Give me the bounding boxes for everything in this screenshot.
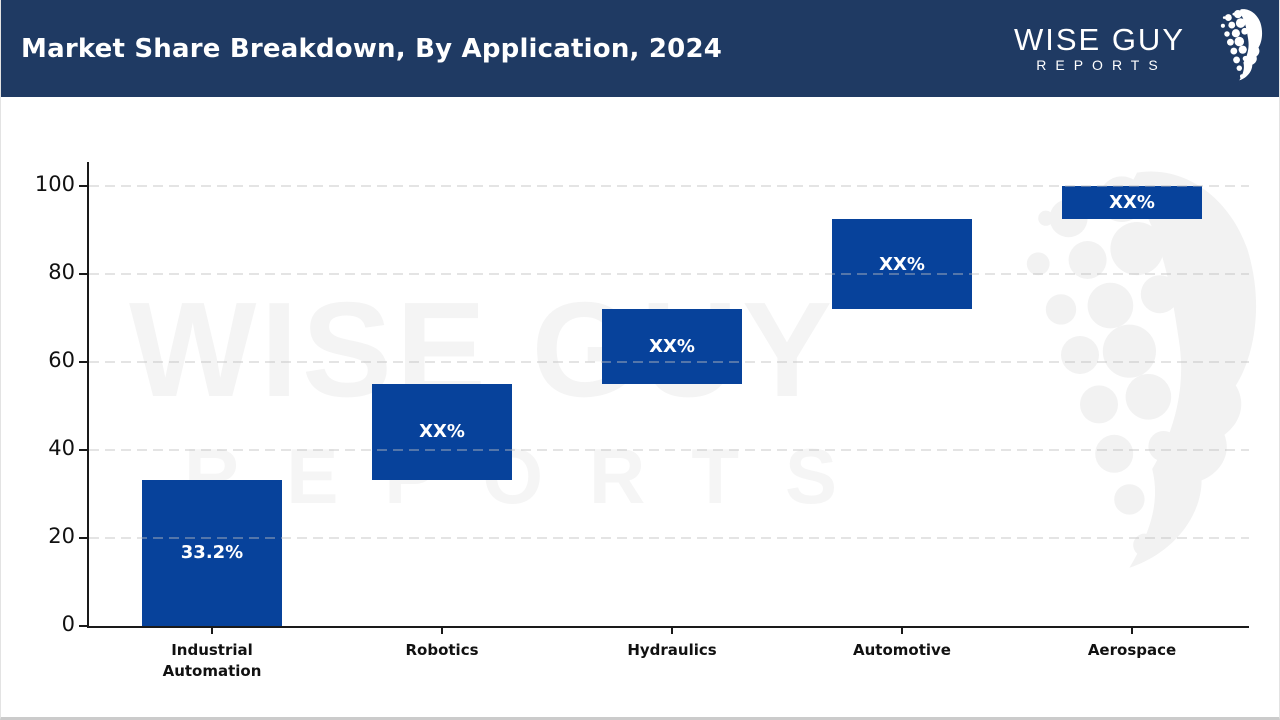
logo-name: WISE GUY [1013, 22, 1185, 58]
bar-value-label-industrial-automation: 33.2% [180, 542, 244, 564]
x-axis-tick-hydraulics [671, 628, 673, 634]
y-axis-tick-60 [79, 361, 87, 363]
x-category-label-aerospace: Aerospace [1087, 641, 1177, 659]
bar-robotics [372, 384, 512, 480]
y-tick-label-60: 60 [48, 348, 75, 372]
y-axis-tick-40 [79, 449, 87, 451]
x-axis-line [87, 626, 1249, 628]
bar-value-label-aerospace: XX% [1109, 192, 1155, 213]
gridline-40 [89, 449, 1249, 451]
bar-hydraulics [602, 309, 742, 384]
y-axis-tick-80 [79, 273, 87, 275]
logo-subtitle: REPORTS [1036, 56, 1167, 73]
bar-value-label-hydraulics: XX% [649, 336, 695, 358]
bar-automotive [832, 219, 972, 310]
y-axis-line [87, 162, 89, 628]
bar-value-label-automotive: XX% [879, 253, 925, 275]
x-axis-tick-industrial-automation [211, 628, 213, 634]
y-tick-label-20: 20 [48, 524, 75, 548]
wiseguy-logo: WISE GUY REPORTS [1014, 8, 1263, 90]
gridline-60 [89, 361, 1249, 363]
x-axis-tick-automotive [901, 628, 903, 634]
x-category-label-industrial-automation: Industrial Automation [162, 641, 262, 680]
x-category-label-robotics: Robotics [405, 641, 479, 659]
y-axis-tick-100 [79, 185, 87, 187]
x-axis-tick-robotics [441, 628, 443, 634]
y-tick-label-100: 100 [34, 172, 75, 196]
bar-industrial-automation [142, 479, 282, 626]
bar-aerospace [1062, 186, 1202, 219]
x-category-label-hydraulics: Hydraulics [627, 641, 717, 659]
y-axis-tick-0 [79, 625, 87, 627]
gridline-80 [89, 273, 1249, 275]
logo-wordmark: WISE GUY REPORTS [1014, 24, 1185, 73]
gridline-20 [89, 537, 1249, 539]
y-tick-label-40: 40 [48, 436, 75, 460]
y-tick-label-80: 80 [48, 260, 75, 284]
chart-title: Market Share Breakdown, By Application, … [21, 33, 723, 64]
header-bar: Market Share Breakdown, By Application, … [1, 0, 1279, 97]
gridline-100 [89, 185, 1249, 187]
bar-value-label-robotics: XX% [419, 421, 465, 443]
y-axis-tick-20 [79, 537, 87, 539]
y-tick-label-0: 0 [61, 612, 75, 636]
x-axis-tick-aerospace [1131, 628, 1133, 634]
x-category-label-automotive: Automotive [853, 641, 951, 659]
logo-face-icon [1220, 8, 1263, 80]
